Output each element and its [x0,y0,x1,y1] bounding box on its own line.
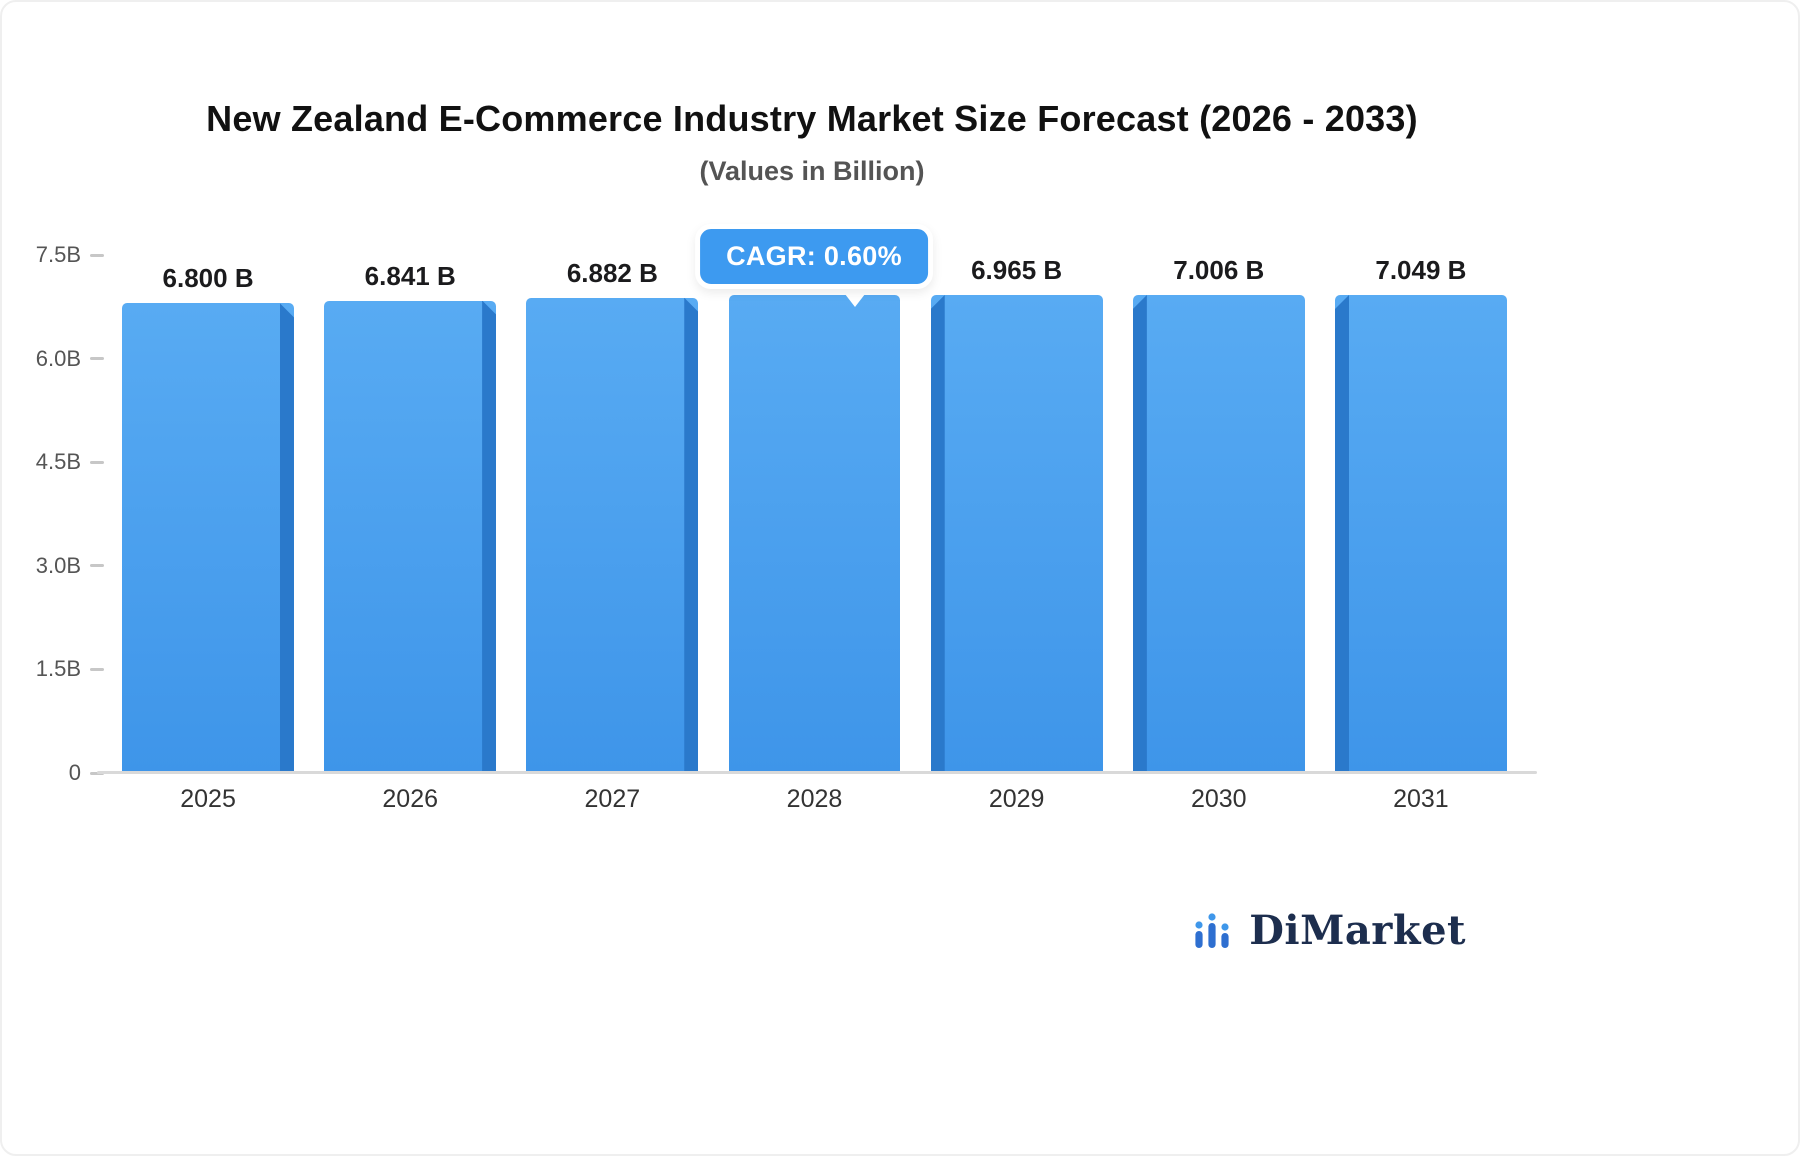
bar-value-label-2031: 7.049 B [1375,255,1467,285]
y-tick-label: 0 [68,760,81,785]
bar-value-label-2030: 7.006 B [1173,255,1265,285]
x-axis-line [97,771,1537,774]
y-tick-label: 7.5B [35,242,81,267]
y-axis: 7.5B 6.0B 4.5B 3.0B 1.5B 0 [2,242,104,785]
dimarket-logo: DiMarket [1191,907,1466,954]
bar-slot-2028 [713,255,915,773]
y-tick-label: 3.0B [35,552,81,578]
chart-subtitle: (Values in Billion) [699,156,925,186]
y-tick-6.0B: 6.0B [36,346,104,372]
x-axis-label-2029: 2029 [988,785,1045,813]
bar-slot-2031: 7.049 B [1320,255,1522,773]
y-tick-7.5B: 7.5B [36,242,104,268]
bar-2025 [122,303,294,773]
chart-header: New Zealand E-Commerce Industry Market S… [2,2,1622,186]
y-tick-1.5B: 1.5B [36,656,104,682]
x-axis-label-2026: 2026 [382,785,439,813]
dimarket-logo-text: DiMarket [1249,907,1466,954]
bar-slot-2026: 6.841 B [309,255,511,773]
bar-slot-2029: 6.965 B [916,255,1118,773]
x-axis-label-2028: 2028 [786,785,843,813]
bar-slot-2027: 6.882 B [511,255,713,773]
dimarket-logo-icon [1195,912,1229,948]
y-tick-mark [90,667,104,671]
y-tick-label: 4.5B [35,449,81,475]
cagr-badge: CAGR: 0.60% [695,224,933,289]
y-tick-mark [90,253,104,257]
bar-slot-2030: 7.006 B [1118,255,1320,773]
bar-2026 [324,300,497,773]
bar-2031 [1335,295,1507,773]
x-axis-label-2027: 2027 [584,785,641,813]
bar-2030 [1132,295,1305,773]
chart-title: New Zealand E-Commerce Industry Market S… [206,98,1418,139]
y-tick-mark [90,357,104,361]
y-tick-4.5B: 4.5B [36,449,104,475]
y-tick-mark [90,460,104,464]
y-tick-label: 1.5B [35,656,81,682]
y-tick-mark [90,564,104,568]
bar-2027 [526,297,699,773]
bar-value-label-2026: 6.841 B [364,260,456,291]
bar-2028 [728,294,901,773]
plot-area: 6.800 B 6.841 B 6.882 B 6.965 B 7.006 B 7.049… [107,255,1522,773]
y-tick-3.0B: 3.0B [36,553,104,579]
x-axis-label-2030: 2030 [1190,785,1247,813]
bar-slot-2025: 6.800 B [107,255,309,773]
cagr-badge-label: CAGR: 0.60% [726,241,902,271]
bar-value-label-2025: 6.800 B [162,263,254,294]
x-axis-label-2025: 2025 [180,785,236,813]
y-tick-label: 6.0B [35,345,81,371]
bar-value-label-2029: 6.965 B [971,255,1063,285]
bar-2029 [930,295,1103,773]
x-axis-label-2031: 2031 [1393,785,1449,813]
bar-value-label-2027: 6.882 B [566,257,658,288]
x-axis-labels: 2025 2026 2027 2028 2029 2030 2031 [107,785,1522,814]
